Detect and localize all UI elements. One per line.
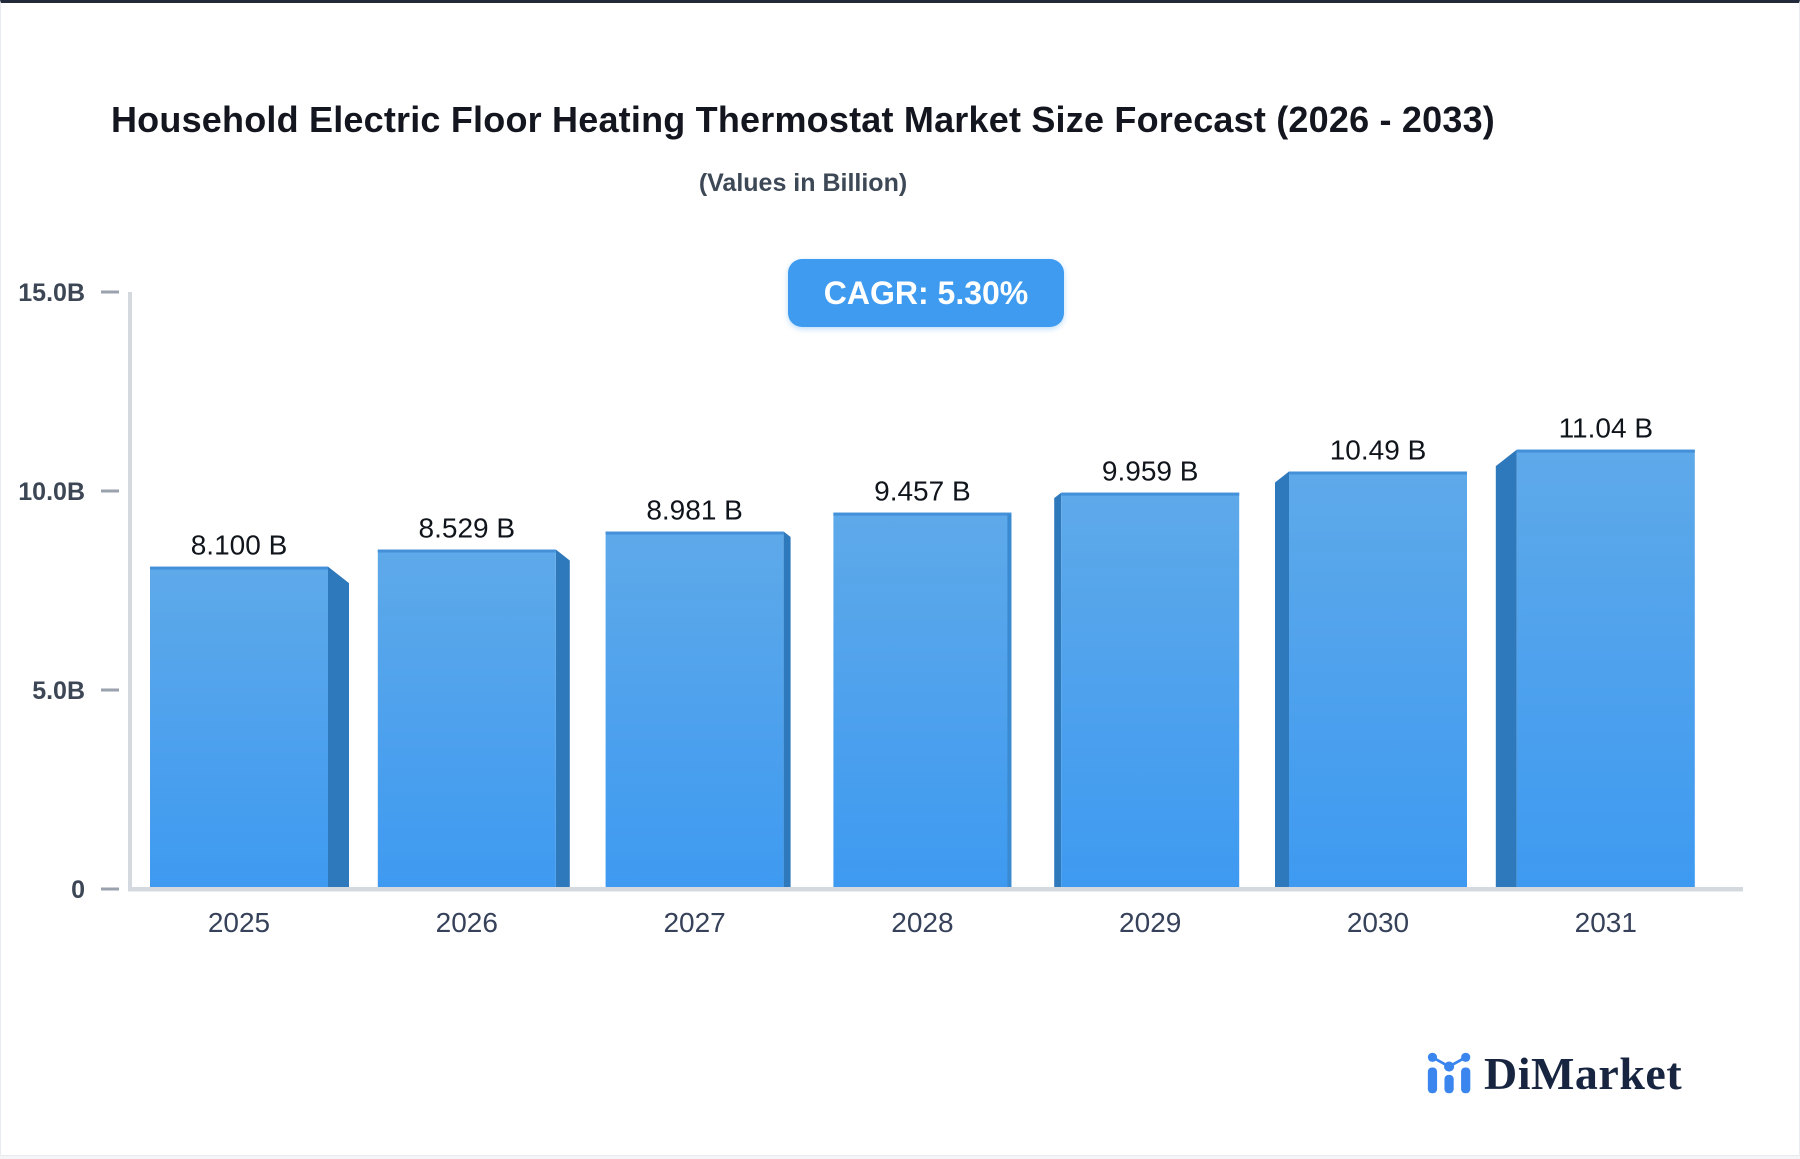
bar-2030 bbox=[1289, 471, 1467, 889]
chart-subtitle: (Values in Billion) bbox=[698, 169, 908, 197]
x-tick-label: 2025 bbox=[208, 907, 270, 938]
y-tick-dash bbox=[101, 290, 119, 294]
bar-edge-2028 bbox=[1007, 514, 1012, 889]
brand-logo: DiMarket bbox=[1426, 1043, 1682, 1103]
bar-value-label: 11.04 B bbox=[1559, 413, 1653, 444]
bar-side-2029 bbox=[1054, 492, 1062, 889]
bar-top-edge-2026 bbox=[377, 549, 556, 553]
y-tick-label: 0 bbox=[71, 876, 85, 904]
y-tick-label: 15.0B bbox=[18, 279, 85, 307]
y-axis-line bbox=[128, 292, 132, 889]
bar-value-label: 8.529 B bbox=[419, 513, 516, 544]
y-tick-dash bbox=[101, 489, 119, 493]
bar-top-edge-2030 bbox=[1289, 471, 1467, 475]
chart-title: Household Electric Floor Heating Thermos… bbox=[110, 99, 1495, 140]
y-tick-label: 5.0B bbox=[32, 677, 85, 705]
y-tick-label: 10.0B bbox=[18, 478, 85, 506]
y-tick-dash bbox=[101, 887, 119, 891]
bar-side-2031 bbox=[1495, 449, 1517, 889]
bar-top-edge-2031 bbox=[1516, 449, 1695, 453]
bar-chart: 0 5.0B 10.0B 15.0B 8.100 B 2025 8.529 B 2026 8.9… bbox=[18, 279, 1743, 938]
bar-top-edge-2028 bbox=[833, 512, 1012, 516]
bar-value-label: 9.959 B bbox=[1102, 456, 1199, 487]
bar-side-2027 bbox=[783, 531, 791, 889]
brand-icon bbox=[1427, 1052, 1471, 1094]
bar-value-label: 8.981 B bbox=[646, 495, 743, 526]
x-tick-label: 2030 bbox=[1347, 907, 1409, 938]
bar-value-label: 9.457 B bbox=[874, 476, 971, 507]
bar-2027 bbox=[605, 531, 784, 889]
bar-top-edge-2029 bbox=[1061, 492, 1240, 496]
x-axis-line bbox=[128, 887, 1743, 892]
bar-top-edge-2025 bbox=[150, 566, 328, 570]
bar-2028 bbox=[833, 512, 1012, 889]
bar-2026 bbox=[377, 549, 556, 889]
bar-2025 bbox=[150, 566, 328, 889]
bar-2031 bbox=[1516, 449, 1695, 889]
x-tick-label: 2026 bbox=[436, 907, 498, 938]
x-tick-label: 2029 bbox=[1119, 907, 1181, 938]
bar-value-label: 8.100 B bbox=[191, 530, 288, 561]
cagr-badge: CAGR: 5.30% bbox=[788, 259, 1064, 327]
x-tick-label: 2028 bbox=[891, 907, 953, 938]
x-tick-label: 2027 bbox=[663, 907, 725, 938]
bar-2029 bbox=[1061, 492, 1240, 889]
x-tick-label: 2031 bbox=[1575, 907, 1637, 938]
y-tick-dash bbox=[101, 688, 119, 692]
bar-side-2025 bbox=[328, 566, 349, 889]
bar-top-edge-2027 bbox=[605, 531, 784, 535]
bar-value-label: 10.49 B bbox=[1330, 434, 1427, 465]
bar-side-2030 bbox=[1275, 471, 1289, 889]
brand-name: DiMarket bbox=[1484, 1047, 1683, 1099]
bar-side-2026 bbox=[555, 549, 570, 889]
